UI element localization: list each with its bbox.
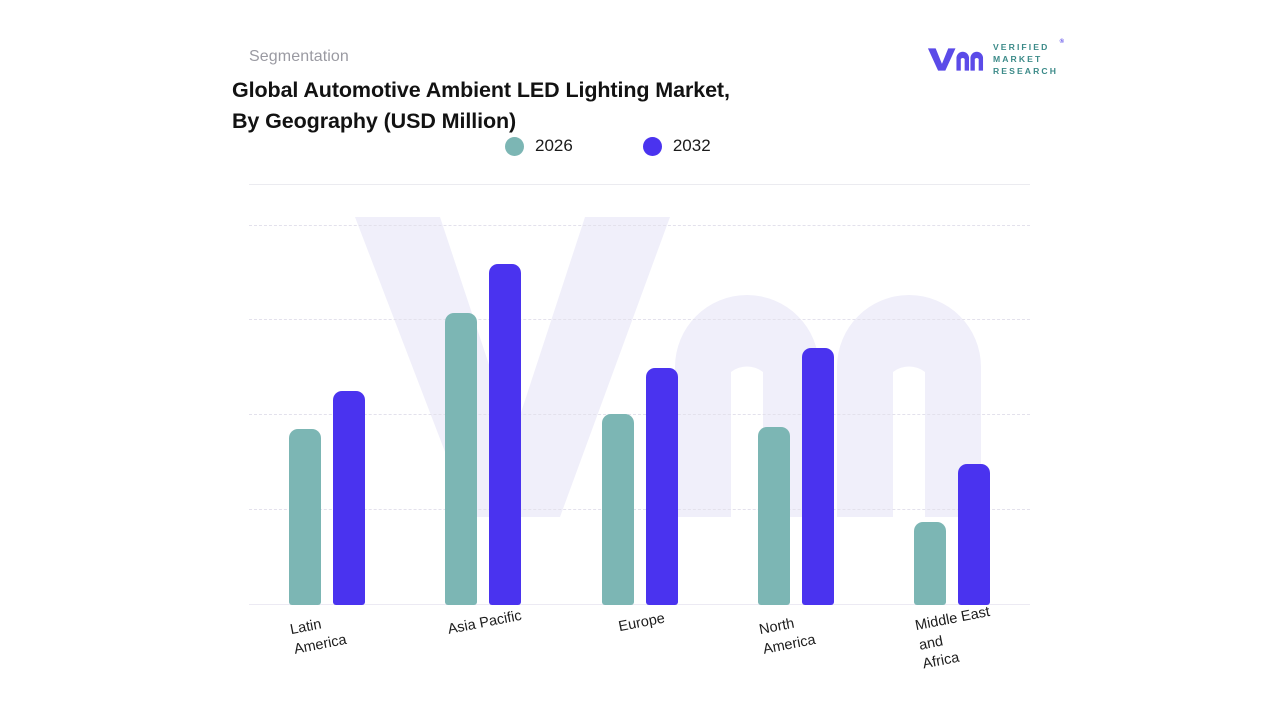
bar-2032[interactable] [333, 391, 366, 605]
brand-word-market: MARKET [992, 54, 1043, 65]
brand-logo: VERIFIED MARKET RESEARCH ® [926, 39, 1064, 78]
bar-2032[interactable] [489, 264, 522, 605]
bar-2026[interactable] [445, 313, 478, 605]
bar-2032[interactable] [957, 464, 990, 605]
x-axis-labels: Latin America Asia Pacific Europe North … [249, 604, 1030, 698]
header-divider [249, 184, 1030, 185]
brand-wordmark: VERIFIED MARKET RESEARCH ® [992, 39, 1064, 78]
gridline [249, 319, 1030, 320]
registered-mark-icon: ® [1059, 39, 1064, 45]
vmr-logo-icon [927, 48, 984, 71]
bar-2032[interactable] [801, 348, 834, 605]
bar-group-latin-america [249, 185, 405, 605]
x-axis-tick-north-america: North America [718, 608, 874, 698]
bar-2026[interactable] [757, 427, 790, 605]
chart-plot-area [249, 185, 1030, 605]
bar-2026[interactable] [913, 522, 946, 605]
bar-group-asia-pacific [405, 185, 561, 605]
bar-2026[interactable] [601, 414, 634, 605]
legend-item-2026[interactable]: 2026 [505, 136, 573, 156]
chart-legend: 2026 2032 [505, 136, 711, 156]
brand-word-verified: VERIFIED [992, 42, 1050, 52]
bar-group-middle-east-and-africa [874, 185, 1030, 605]
gridline [249, 225, 1030, 226]
legend-dot-icon [642, 136, 662, 156]
gridline [249, 414, 1030, 415]
bar-group-north-america [718, 185, 874, 605]
brand-word-research: RESEARCH [992, 66, 1058, 77]
page-title-line1: Global Automotive Ambient LED Lighting M… [232, 78, 730, 102]
legend-label: 2032 [672, 136, 711, 155]
bar-2032[interactable] [645, 368, 678, 605]
x-axis-label: Asia Pacific [446, 607, 524, 638]
legend-item-2032[interactable]: 2032 [642, 136, 711, 156]
x-axis-label: North America [757, 615, 817, 658]
x-axis-tick-latin-america: Latin America [249, 608, 405, 698]
bar-group-europe [561, 185, 717, 605]
x-axis-label: Europe [616, 610, 666, 636]
axis-baseline [249, 604, 1030, 605]
x-axis-tick-middle-east-and-africa: Middle East and Africa [874, 604, 1030, 698]
x-axis-tick-europe: Europe [561, 608, 717, 698]
legend-label: 2026 [535, 136, 573, 155]
x-axis-label: Middle East and Africa [913, 603, 992, 673]
page-title-line2: By Geography (USD Million) [232, 108, 517, 133]
x-axis-tick-asia-pacific: Asia Pacific [405, 608, 561, 698]
bar-2026[interactable] [289, 429, 322, 605]
x-axis-label: Latin America [288, 616, 348, 658]
page-title: Global Automotive Ambient LED Lighting M… [232, 75, 1022, 136]
segmentation-kicker: Segmentation [249, 48, 349, 65]
bar-groups [249, 185, 1030, 605]
gridline [249, 509, 1030, 510]
legend-dot-icon [505, 136, 524, 156]
